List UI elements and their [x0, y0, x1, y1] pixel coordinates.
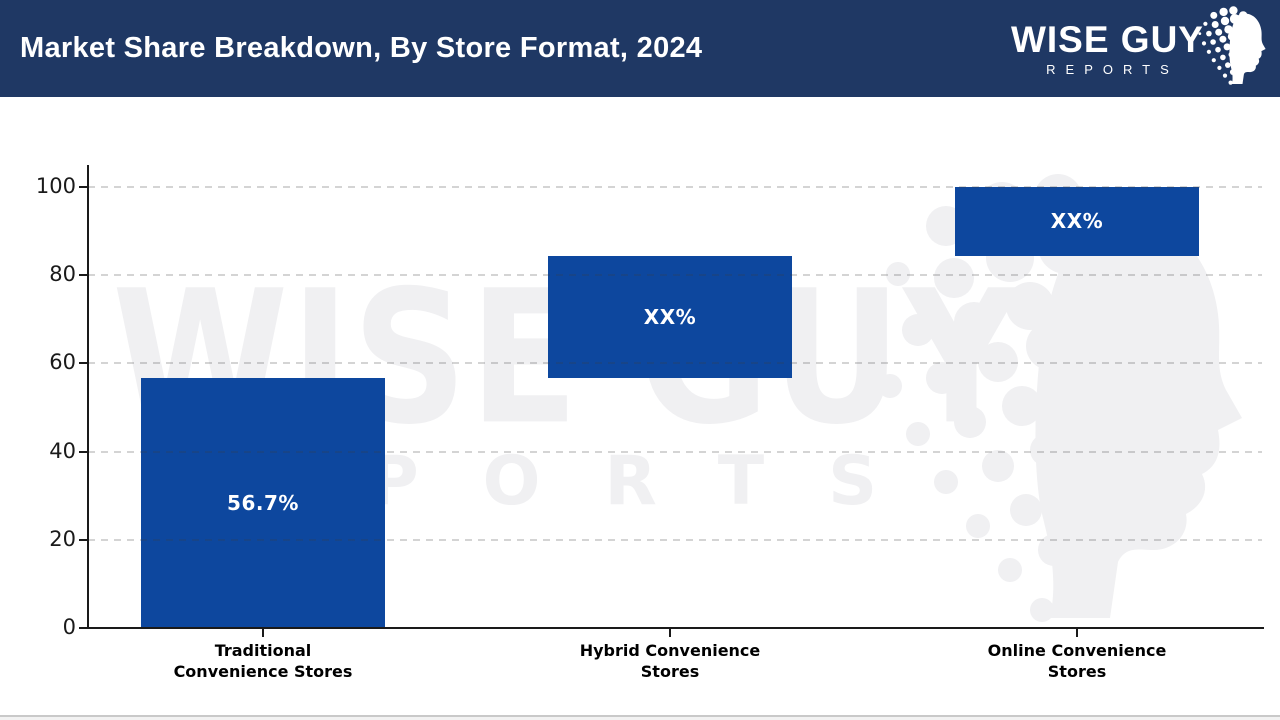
y-tick-label-80: 80 — [49, 262, 76, 287]
logo-subtitle: REPORTS — [1046, 61, 1179, 77]
y-tick-label-60: 60 — [49, 350, 76, 375]
x-category-label-line: Online Convenience — [987, 641, 1167, 660]
x-tick-mark-1 — [262, 629, 264, 637]
x-category-label-1: Traditional Convenience Stores — [113, 640, 413, 682]
wise-guy-reports-logo: WISE GUY REPORTS — [1011, 5, 1280, 93]
logo-wordmark: WISE GUY — [1010, 18, 1204, 60]
y-tick-label-40: 40 — [49, 438, 76, 463]
x-tick-mark-2 — [669, 629, 671, 637]
logo-text: WISE GUY REPORTS — [1010, 18, 1204, 77]
y-tick-mark-60 — [79, 362, 88, 365]
header-banner: Market Share Breakdown, By Store Format,… — [0, 0, 1280, 97]
y-tick-mark-0 — [79, 627, 88, 629]
x-axis-spine — [86, 627, 1264, 629]
x-category-label-line: Traditional — [214, 641, 312, 660]
dotted-head-icon — [1198, 5, 1266, 85]
gridline-80 — [88, 274, 1262, 277]
x-category-label-line: Stores — [640, 662, 700, 681]
chart-plot-area: 0 20 40 60 80 100 56.7% XX% XX% Traditional Conven… — [0, 97, 1280, 700]
x-category-label-line: Convenience Stores — [173, 662, 353, 681]
footer-divider — [0, 715, 1280, 717]
bar-value-label-1: 56.7% — [227, 490, 299, 515]
watermark-dotted-head — [858, 174, 1242, 622]
x-category-label-2: Hybrid Convenience Stores — [520, 640, 820, 682]
gridline-20 — [88, 538, 1262, 541]
bar-1: 56.7% — [141, 377, 385, 628]
x-tick-mark-3 — [1076, 629, 1078, 637]
bar-3: XX% — [955, 187, 1199, 256]
footer-strip — [0, 717, 1280, 720]
y-tick-mark-100 — [79, 186, 88, 188]
bar-value-label-3: XX% — [1050, 209, 1104, 234]
x-category-label-3: Online Convenience Stores — [927, 640, 1227, 682]
gridline-60 — [88, 362, 1262, 365]
y-tick-mark-20 — [79, 538, 88, 541]
y-axis-spine — [87, 165, 89, 629]
bar-value-label-2: XX% — [643, 304, 697, 329]
y-tick-mark-80 — [79, 274, 88, 277]
x-category-label-line: Stores — [1047, 662, 1107, 681]
y-tick-mark-40 — [79, 450, 88, 453]
gridline-100 — [88, 186, 1262, 188]
y-tick-label-20: 20 — [49, 526, 76, 551]
gridline-40 — [88, 450, 1262, 453]
y-tick-label-100: 100 — [35, 174, 76, 198]
y-tick-label-0: 0 — [62, 615, 76, 639]
bar-2: XX% — [548, 255, 792, 378]
page-title: Market Share Breakdown, By Store Format,… — [20, 32, 703, 64]
x-category-label-line: Hybrid Convenience — [579, 641, 761, 660]
